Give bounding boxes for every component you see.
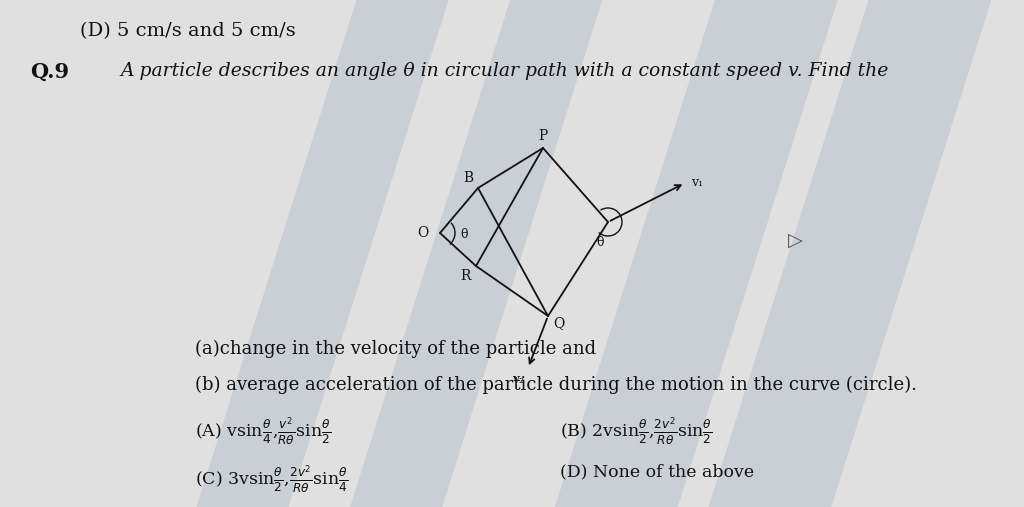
Text: A particle describes an angle θ in circular path with a constant speed v. Find t: A particle describes an angle θ in circu… <box>120 62 889 80</box>
Polygon shape <box>555 0 838 507</box>
Polygon shape <box>709 0 991 507</box>
Text: (D) 5 cm/s and 5 cm/s: (D) 5 cm/s and 5 cm/s <box>80 22 296 40</box>
Text: B: B <box>463 171 473 185</box>
Text: Q.9: Q.9 <box>30 62 70 82</box>
Text: (D) None of the above: (D) None of the above <box>560 463 754 480</box>
Text: ▷: ▷ <box>787 231 803 249</box>
Text: θ: θ <box>460 229 468 241</box>
Text: v₂: v₂ <box>512 373 524 386</box>
Text: R: R <box>461 269 471 283</box>
Text: Q: Q <box>553 316 564 330</box>
Text: (A) vsin$\frac{\theta}{4}$,$\frac{v^2}{R\theta}$sin$\frac{\theta}{2}$: (A) vsin$\frac{\theta}{4}$,$\frac{v^2}{R… <box>195 415 331 447</box>
Text: θ: θ <box>596 236 604 249</box>
Polygon shape <box>350 0 602 507</box>
Polygon shape <box>197 0 449 507</box>
Text: O: O <box>417 226 428 240</box>
Text: P: P <box>539 129 548 143</box>
Text: (b) average acceleration of the particle during the motion in the curve (circle): (b) average acceleration of the particle… <box>195 376 918 394</box>
Text: v₁: v₁ <box>691 176 703 190</box>
Text: (C) 3vsin$\frac{\theta}{2}$,$\frac{2v^2}{R\theta}$sin$\frac{\theta}{4}$: (C) 3vsin$\frac{\theta}{2}$,$\frac{2v^2}… <box>195 463 348 495</box>
Text: (B) 2vsin$\frac{\theta}{2}$,$\frac{2v^2}{R\theta}$sin$\frac{\theta}{2}$: (B) 2vsin$\frac{\theta}{2}$,$\frac{2v^2}… <box>560 415 713 447</box>
Text: (a)change in the velocity of the particle and: (a)change in the velocity of the particl… <box>195 340 596 358</box>
